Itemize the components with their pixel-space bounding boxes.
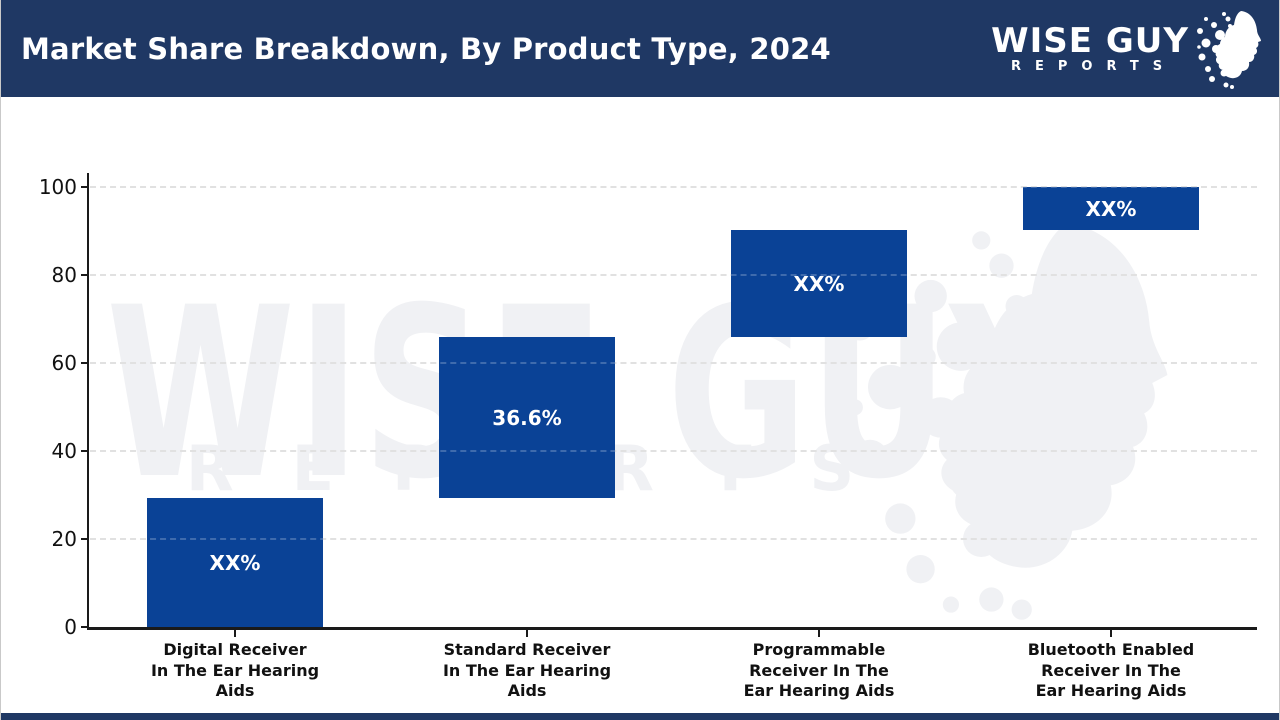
bar-value-label: XX% — [209, 550, 261, 575]
gridline-overlay — [90, 362, 1257, 364]
gridline — [90, 538, 1257, 540]
y-axis-tick — [81, 362, 89, 364]
gridline — [90, 186, 1257, 188]
logo-text: WISE GUY REPORTS — [991, 23, 1189, 75]
bar-segment: 36.6% — [439, 337, 615, 499]
x-axis-tick — [526, 628, 528, 637]
gridline — [90, 274, 1257, 276]
x-axis-tick — [1110, 628, 1112, 637]
bar-segment: XX% — [731, 230, 907, 338]
y-axis-tick — [81, 538, 89, 540]
x-axis-tick — [818, 628, 820, 637]
bar-segment: XX% — [1023, 187, 1199, 231]
y-axis-tick — [81, 274, 89, 276]
bar-segment: XX% — [147, 498, 323, 627]
y-tick-label: 40 — [51, 439, 77, 463]
x-axis-line — [87, 627, 1257, 630]
logo-wordmark: WISE GUY — [991, 21, 1189, 61]
plot-area: 0 20 40 60 80 100 XX% Digital Receiver In The E… — [1, 97, 1279, 713]
gridline-overlay — [90, 274, 1257, 276]
bar-value-label: XX% — [793, 271, 845, 296]
category-label: Digital Receiver In The Ear Hearing Aids — [150, 640, 320, 700]
y-tick-label: 100 — [38, 175, 77, 199]
header-bar: Market Share Breakdown, By Product Type,… — [1, 0, 1279, 97]
gridline-overlay — [90, 186, 1257, 188]
y-tick-label: 20 — [51, 527, 77, 551]
category-label: Bluetooth Enabled Receiver In The Ear He… — [1027, 640, 1195, 700]
x-axis-tick — [234, 628, 236, 637]
logo-face-icon — [1197, 11, 1261, 89]
bar-value-label: XX% — [1085, 196, 1137, 221]
wise-guy-reports-logo: WISE GUY REPORTS — [991, 6, 1265, 92]
logo-subtitle: REPORTS — [1011, 59, 1177, 74]
gridline — [90, 362, 1257, 364]
y-tick-label: 80 — [51, 263, 77, 287]
y-axis-line — [87, 173, 89, 630]
footer-bar — [1, 713, 1279, 720]
y-tick-label: 0 — [64, 615, 77, 639]
category-label: Programmable Receiver In The Ear Hearing… — [743, 640, 895, 700]
gridline-overlay — [90, 450, 1257, 452]
y-tick-label: 60 — [51, 351, 77, 375]
page-title: Market Share Breakdown, By Product Type,… — [21, 31, 831, 66]
watermark-face-icon — [845, 223, 1168, 620]
gridline — [90, 450, 1257, 452]
gridline-overlay — [90, 538, 1257, 540]
bar-value-label: 36.6% — [492, 405, 562, 430]
y-axis-tick — [81, 626, 89, 628]
y-axis-tick — [81, 186, 89, 188]
category-label: Standard Receiver In The Ear Hearing Aid… — [442, 640, 612, 700]
y-axis-tick — [81, 450, 89, 452]
